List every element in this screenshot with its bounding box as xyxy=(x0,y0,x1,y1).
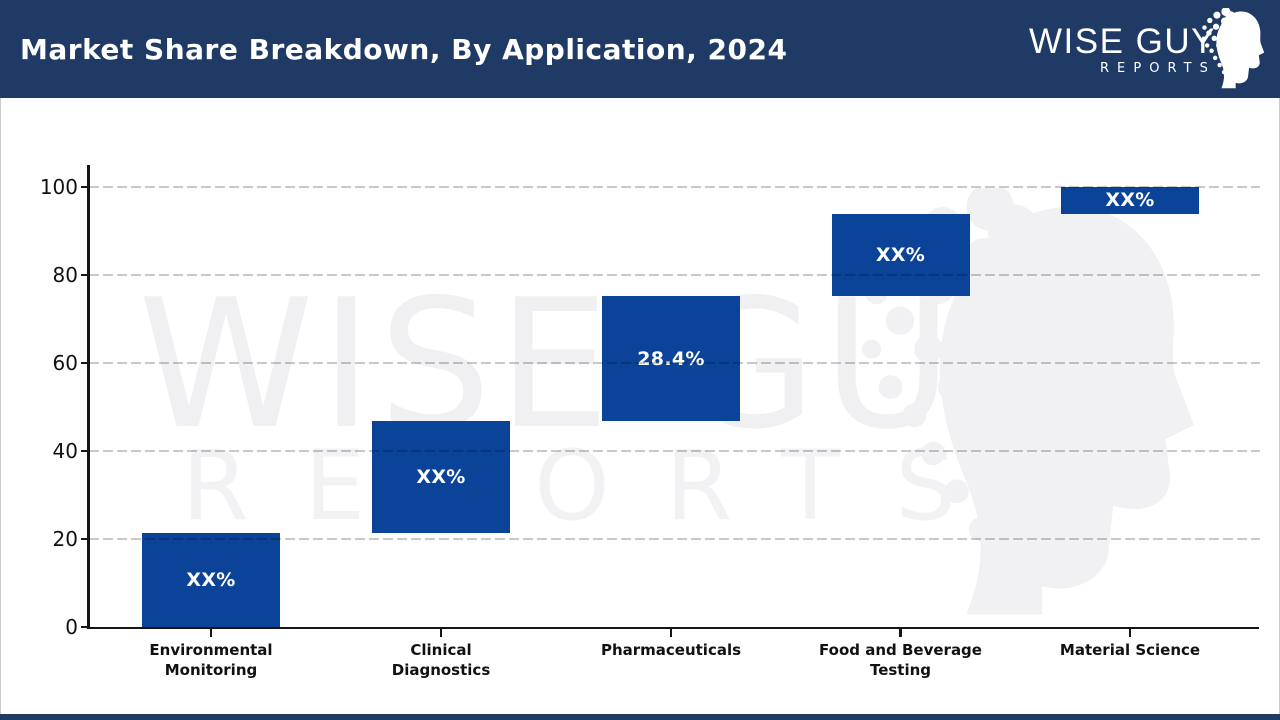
x-tick xyxy=(899,629,902,637)
category-label: Material Science xyxy=(1059,641,1201,659)
logo-subtext: REPORTS xyxy=(1099,60,1216,76)
bar-value-label: XX% xyxy=(1105,189,1155,212)
y-tick xyxy=(81,185,89,189)
bar-segment: 28.4% xyxy=(602,296,740,422)
bar-segment: XX% xyxy=(831,213,970,297)
y-tick xyxy=(81,449,89,453)
category-label: Pharmaceuticals xyxy=(600,641,742,659)
y-tick-label: 0 xyxy=(65,615,78,639)
gridline xyxy=(89,538,1260,540)
x-tick xyxy=(209,629,213,637)
header: Market Share Breakdown, By Application, … xyxy=(0,0,1280,98)
page-title: Market Share Breakdown, By Application, … xyxy=(20,32,788,66)
watermark-subtext: REPORTS xyxy=(182,430,1012,542)
x-tick xyxy=(439,629,443,637)
logo-wordmark: WISE GUY xyxy=(1028,21,1216,61)
category-label: Environmental Monitoring xyxy=(149,641,273,680)
x-tick xyxy=(669,629,673,637)
y-tick xyxy=(81,537,89,541)
x-axis-line xyxy=(87,626,1259,629)
y-tick xyxy=(81,273,89,277)
y-tick-label: 100 xyxy=(39,175,78,199)
bar-segment: XX% xyxy=(1061,187,1199,214)
bar-segment: XX% xyxy=(372,421,510,533)
bar-segment: XX% xyxy=(142,532,280,627)
y-tick-label: 80 xyxy=(52,263,78,287)
y-tick-label: 40 xyxy=(52,439,78,463)
bar-value-label: XX% xyxy=(416,465,466,488)
gridline xyxy=(89,362,1260,364)
category-label: Food and Beverage Testing xyxy=(819,641,982,680)
wiseguy-logo: WISE GUY REPORTS xyxy=(1029,8,1266,90)
bar-value-label: XX% xyxy=(875,243,926,266)
y-tick-label: 60 xyxy=(52,351,78,375)
logo-text: WISE GUY REPORTS xyxy=(1029,24,1216,75)
category-label: Clinical Diagnostics xyxy=(391,641,491,680)
bar-value-label: XX% xyxy=(186,568,236,591)
gridline xyxy=(89,450,1260,452)
y-tick xyxy=(81,625,89,629)
x-tick xyxy=(1128,629,1132,637)
logo-head-icon xyxy=(1201,8,1265,89)
y-tick-label: 20 xyxy=(52,527,78,551)
gridline xyxy=(89,186,1260,188)
bar-value-label: 28.4% xyxy=(637,347,705,370)
gridline xyxy=(89,274,1260,276)
y-axis-line xyxy=(87,165,90,629)
y-tick xyxy=(81,361,89,365)
footer-bar xyxy=(0,714,1280,720)
